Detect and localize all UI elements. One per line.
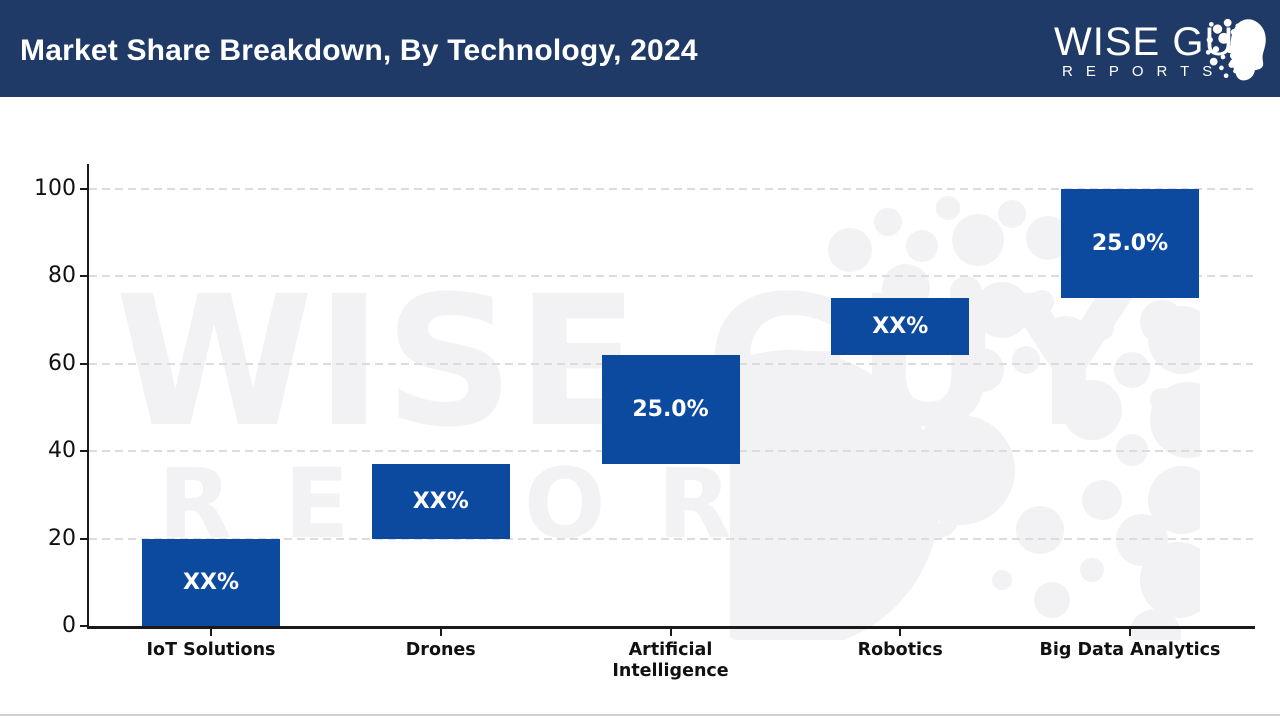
y-tick-mark-40 — [80, 450, 89, 453]
y-tick-mark-20 — [80, 537, 89, 540]
bottom-divider-line — [0, 714, 1280, 716]
header-bar: Market Share Breakdown, By Technology, 2… — [0, 0, 1280, 97]
page-title: Market Share Breakdown, By Technology, 2… — [20, 34, 698, 67]
x-category-label-4: Big Data Analytics — [1039, 640, 1221, 660]
bar-robotics: XX% — [831, 297, 970, 355]
logo-head-dots — [1205, 18, 1252, 78]
y-tick-mark-0 — [80, 625, 89, 627]
y-tick-mark-80 — [80, 275, 89, 278]
bar-value-label: XX% — [412, 488, 469, 514]
x-tick-mark-4 — [1129, 627, 1131, 636]
y-tick-label-100: 100 — [34, 175, 76, 201]
y-tick-label-0: 0 — [62, 613, 76, 638]
y-axis-line — [87, 164, 89, 629]
x-tick-mark-3 — [899, 627, 902, 636]
bar-value-label: XX% — [183, 569, 239, 595]
y-tick-mark-60 — [80, 362, 89, 365]
bar-value-label: XX% — [872, 313, 929, 339]
gridline-y80 — [89, 275, 1253, 278]
bar-drones: XX% — [371, 464, 510, 539]
logo-head-icon — [1205, 18, 1266, 81]
x-category-label-2: Artificial Intelligence — [612, 640, 729, 681]
y-tick-label-60: 60 — [48, 350, 76, 376]
logo-subtitle: REPORTS — [1062, 63, 1226, 80]
x-tick-mark-2 — [669, 627, 672, 636]
x-category-label-0: IoT Solutions — [146, 640, 276, 660]
bar-value-label: 25.0% — [632, 396, 709, 422]
gridline-y20 — [89, 537, 1253, 540]
brand-logo: WISE GUY REPORTS — [1022, 0, 1272, 97]
y-tick-label-80: 80 — [48, 263, 76, 289]
y-tick-label-40: 40 — [48, 438, 76, 464]
x-category-label-3: Robotics — [857, 640, 943, 660]
y-tick-mark-100 — [80, 187, 89, 190]
x-tick-mark-0 — [210, 627, 212, 636]
bar-value-label: 25.0% — [1091, 230, 1169, 256]
x-category-label-1: Drones — [405, 640, 476, 660]
x-axis-line — [87, 626, 1255, 629]
y-tick-label-20: 20 — [48, 525, 76, 551]
x-tick-mark-1 — [439, 627, 442, 636]
bar-iot-solutions: XX% — [142, 538, 280, 626]
gridline-y100 — [89, 187, 1253, 190]
bar-artificial-intelligence: 25.0% — [601, 354, 740, 465]
bar-big-data-analytics: 25.0% — [1061, 188, 1199, 298]
